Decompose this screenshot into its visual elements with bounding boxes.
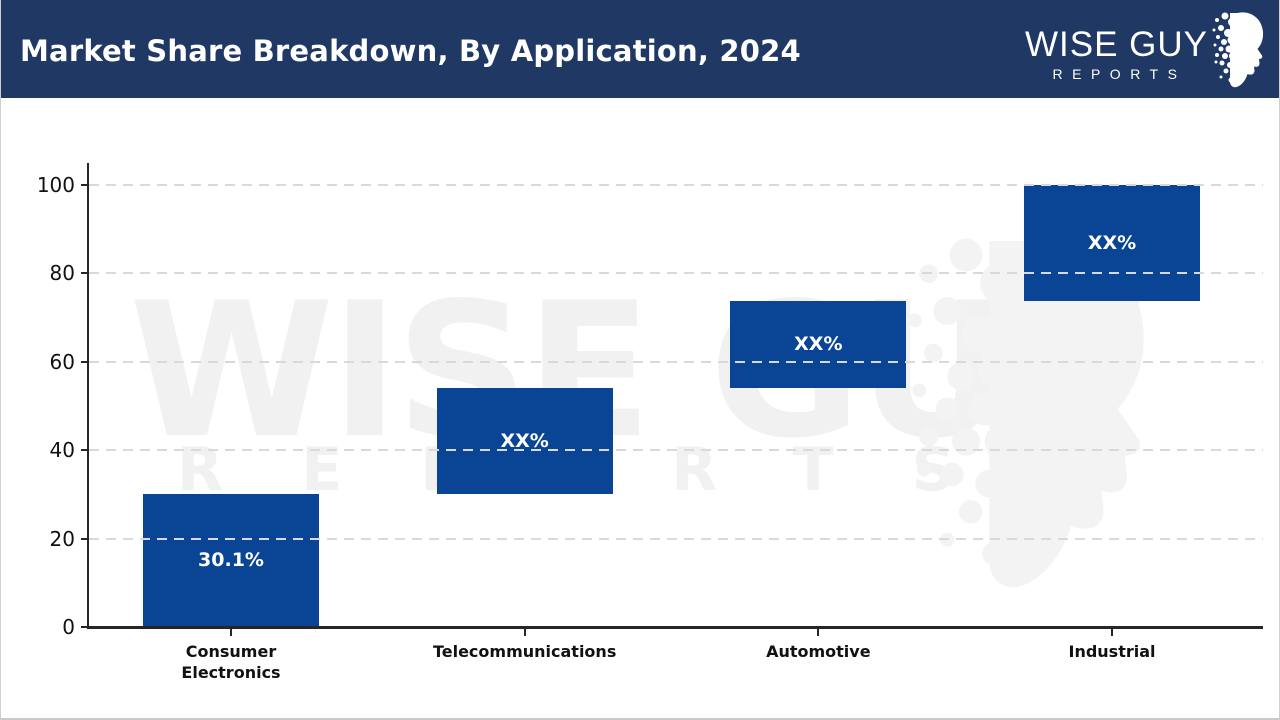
y-tick-label: 80 [49, 261, 75, 286]
x-tick-label: Industrial [1068, 642, 1156, 661]
brand-subname: REPORTS [1052, 66, 1187, 82]
gridline-y100 [89, 184, 1263, 186]
brand-face-icon [1212, 12, 1264, 88]
gridline-y60 [89, 360, 1263, 363]
x-tick-mark [1111, 629, 1113, 636]
brand-logo-text: WISE GUY REPORTS [1025, 27, 1208, 82]
y-tick-mark [81, 449, 89, 452]
y-tick-label: 100 [36, 173, 75, 197]
bar-value-label: XX% [500, 429, 549, 452]
bar-automotive [730, 300, 907, 388]
gridline-y80 [89, 272, 1263, 275]
gridline-y20 [89, 537, 1263, 540]
y-tick-label: 0 [62, 615, 75, 639]
x-axis-line [87, 626, 1263, 629]
x-tick-mark [230, 629, 232, 636]
x-tick-label: Automotive [766, 642, 871, 661]
gridline-y40 [89, 449, 1263, 452]
y-tick-mark [81, 184, 89, 186]
brand-logo: WISE GUY REPORTS [1025, 9, 1270, 89]
y-tick-mark [81, 626, 89, 628]
x-tick-label: Consumer Electronics [181, 642, 281, 682]
page-title: Market Share Breakdown, By Application, … [20, 34, 801, 68]
y-axis-line [87, 163, 89, 629]
x-tick-label: Telecommunications [432, 642, 617, 661]
y-tick-label: 60 [49, 349, 75, 374]
header-bar: Market Share Breakdown, By Application, … [1, 0, 1279, 98]
y-tick-label: 40 [49, 438, 75, 463]
bar-industrial [1024, 185, 1200, 301]
y-tick-mark [81, 272, 89, 275]
bar-value-label: XX% [1087, 231, 1137, 254]
brand-name: WISE GUY [1024, 25, 1208, 64]
bar-value-label: XX% [794, 333, 843, 356]
y-tick-mark [81, 537, 89, 540]
bar-consumer-electronics [143, 493, 319, 627]
y-tick-mark [81, 360, 89, 363]
bar-telecommunications [436, 387, 613, 494]
x-tick-mark [817, 629, 820, 636]
x-tick-mark [523, 629, 526, 636]
y-tick-label: 20 [49, 526, 75, 551]
bar-value-label: 30.1% [198, 549, 264, 572]
